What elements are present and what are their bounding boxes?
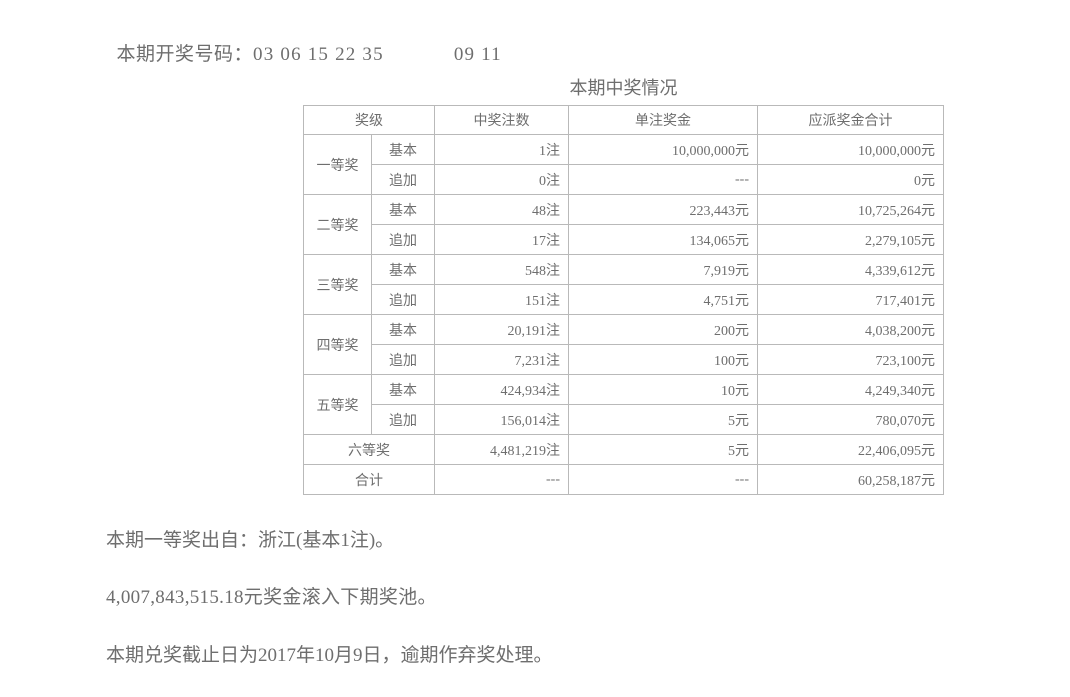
- prize-level-cell: 一等奖: [303, 134, 372, 195]
- prize-per-cell: 4,751元: [568, 284, 758, 315]
- table-row: 追加 7,231注 100元 723,100元: [304, 344, 944, 375]
- prize-count-cell: 156,014注: [434, 404, 569, 435]
- prize-subtype-cell: 追加: [371, 284, 435, 315]
- table-row: 四等奖 基本 20,191注 200元 4,038,200元: [303, 314, 944, 375]
- prize-count-cell: 1注: [434, 134, 569, 165]
- prize-per-cell: 223,443元: [568, 194, 758, 225]
- prize-per-cell: 134,065元: [568, 224, 758, 255]
- prize-per-cell: 10,000,000元: [568, 134, 758, 165]
- prize-total-cell: 723,100元: [757, 344, 944, 375]
- draw-number-label: 本期开奖号码：: [116, 44, 254, 65]
- prize-count-cell: 20,191注: [434, 314, 569, 345]
- prize-level-cell: 六等奖: [303, 434, 435, 465]
- table-row: 五等奖 基本 424,934注 10元 4,249,340元: [303, 374, 944, 435]
- prize-total-cell: 0元: [757, 164, 944, 195]
- prize-level-cell: 五等奖: [303, 374, 372, 435]
- table-header-row: 奖级 中奖注数 单注奖金 应派奖金合计: [303, 105, 944, 135]
- table-row: 追加 151注 4,751元 717,401元: [304, 284, 944, 315]
- prize-count-cell: 7,231注: [434, 344, 569, 375]
- prize-per-cell: ---: [568, 464, 758, 495]
- prize-subtype-cell: 基本: [371, 134, 435, 165]
- table-row: 二等奖 基本 48注 223,443元 10,725,264元: [303, 194, 944, 255]
- prize-count-cell: 424,934注: [434, 374, 569, 405]
- prize-table-caption: 本期中奖情况: [569, 78, 678, 98]
- draw-front-numbers: 03 06 15 22 35: [253, 44, 384, 65]
- prize-count-cell: 17注: [434, 224, 569, 255]
- prize-table: 奖级 中奖注数 单注奖金 应派奖金合计 一等奖 基本 1注 10,000,000元 10,000…: [303, 105, 944, 495]
- note-rollover-amount: 4,007,843,515.18元奖金滚入下期奖池。: [106, 587, 437, 608]
- prize-per-cell: ---: [568, 164, 758, 195]
- prize-count-cell: 48注: [434, 194, 569, 225]
- note-claim-deadline: 本期兑奖截止日为2017年10月9日，逾期作弃奖处理。: [106, 645, 553, 666]
- prize-level-cell: 三等奖: [303, 254, 372, 315]
- prize-subtype-cell: 追加: [371, 404, 435, 435]
- prize-total-cell: 10,000,000元: [757, 134, 944, 165]
- table-row: 追加 17注 134,065元 2,279,105元: [304, 224, 944, 255]
- prize-total-cell: 780,070元: [757, 404, 944, 435]
- prize-level-cell: 二等奖: [303, 194, 372, 255]
- prize-total-cell: 4,038,200元: [757, 314, 944, 345]
- table-row: 一等奖 基本 1注 10,000,000元 10,000,000元: [303, 134, 944, 195]
- prize-count-cell: 151注: [434, 284, 569, 315]
- prize-count-cell: 0注: [434, 164, 569, 195]
- column-header: 单注奖金: [568, 105, 758, 135]
- prize-level-cell: 四等奖: [303, 314, 372, 375]
- prize-subtype-cell: 基本: [371, 374, 435, 405]
- draw-number-line: 本期开奖号码：03 06 15 22 35 09 11: [106, 16, 502, 68]
- table-row: 三等奖 基本 548注 7,919元 4,339,612元: [303, 254, 944, 315]
- prize-per-cell: 5元: [568, 404, 758, 435]
- prize-count-cell: 4,481,219注: [434, 434, 569, 465]
- prize-subtype-cell: 基本: [371, 254, 435, 285]
- prize-count-cell: 548注: [434, 254, 569, 285]
- prize-subtype-cell: 基本: [371, 194, 435, 225]
- draw-back-numbers: 09 11: [453, 44, 502, 65]
- prize-per-cell: 7,919元: [568, 254, 758, 285]
- prize-total-cell: 4,339,612元: [757, 254, 944, 285]
- prize-subtype-cell: 追加: [371, 344, 435, 375]
- prize-total-cell: 2,279,105元: [757, 224, 944, 255]
- prize-per-cell: 5元: [568, 434, 758, 465]
- table-row: 六等奖 4,481,219注 5元 22,406,095元: [303, 434, 944, 465]
- prize-per-cell: 200元: [568, 314, 758, 345]
- column-header: 中奖注数: [434, 105, 569, 135]
- prize-subtype-cell: 基本: [371, 314, 435, 345]
- prize-per-cell: 100元: [568, 344, 758, 375]
- prize-per-cell: 10元: [568, 374, 758, 405]
- prize-subtype-cell: 追加: [371, 164, 435, 195]
- table-row: 合计 --- --- 60,258,187元: [303, 464, 944, 495]
- prize-count-cell: ---: [434, 464, 569, 495]
- prize-total-cell: 10,725,264元: [757, 194, 944, 225]
- prize-total-cell: 22,406,095元: [757, 434, 944, 465]
- prize-total-cell: 4,249,340元: [757, 374, 944, 405]
- prize-total-cell: 717,401元: [757, 284, 944, 315]
- table-row: 追加 0注 --- 0元: [304, 164, 944, 195]
- table-row: 追加 156,014注 5元 780,070元: [304, 404, 944, 435]
- column-header: 应派奖金合计: [757, 105, 944, 135]
- column-header: 奖级: [303, 105, 435, 135]
- note-first-prize-origin: 本期一等奖出自：浙江(基本1注)。: [106, 530, 395, 551]
- prize-table-container: 奖级 中奖注数 单注奖金 应派奖金合计 一等奖 基本 1注 10,000,000元 10,000…: [303, 105, 944, 495]
- prize-total-cell: 60,258,187元: [757, 464, 944, 495]
- prize-level-cell: 合计: [303, 464, 435, 495]
- prize-subtype-cell: 追加: [371, 224, 435, 255]
